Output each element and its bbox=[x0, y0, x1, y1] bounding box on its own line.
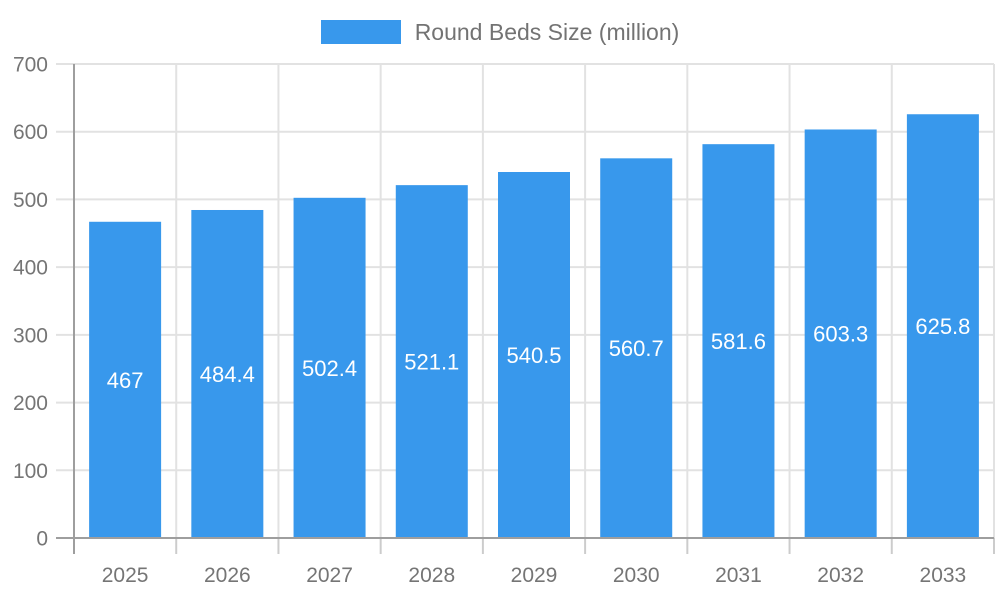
y-tick-label: 700 bbox=[13, 54, 48, 77]
bar bbox=[906, 114, 979, 538]
x-tick-label: 2030 bbox=[613, 564, 660, 587]
bar bbox=[600, 158, 673, 539]
x-tick-label: 2033 bbox=[920, 564, 967, 587]
y-tick-label: 0 bbox=[36, 528, 48, 551]
legend-label: Round Beds Size (million) bbox=[414, 19, 680, 45]
bar bbox=[293, 197, 366, 539]
bar bbox=[804, 129, 877, 538]
legend-swatch bbox=[320, 20, 401, 44]
x-tick-label: 2027 bbox=[306, 564, 353, 587]
y-tick-label: 200 bbox=[13, 392, 48, 415]
bar bbox=[395, 185, 468, 538]
bar-value-label: 484.4 bbox=[200, 362, 255, 387]
y-tick-label: 100 bbox=[13, 460, 48, 483]
bar-value-label: 521.1 bbox=[404, 350, 459, 375]
bar bbox=[191, 209, 264, 538]
y-tick-label: 500 bbox=[13, 189, 48, 212]
bar-value-label: 467 bbox=[107, 368, 144, 393]
x-tick-label: 2031 bbox=[715, 564, 762, 587]
bar bbox=[702, 144, 775, 539]
x-tick-label: 2026 bbox=[204, 564, 251, 587]
chart-legend: Round Beds Size (million) bbox=[0, 20, 1000, 44]
bar-value-label: 581.6 bbox=[711, 329, 766, 354]
x-tick-label: 2032 bbox=[817, 564, 864, 587]
x-tick-label: 2025 bbox=[102, 564, 149, 587]
bar-value-label: 625.8 bbox=[915, 314, 970, 339]
bar bbox=[89, 221, 162, 538]
bar-value-label: 540.5 bbox=[506, 343, 561, 368]
y-tick-label: 600 bbox=[13, 121, 48, 144]
bar bbox=[498, 172, 570, 539]
y-tick-label: 400 bbox=[13, 257, 48, 280]
y-tick-label: 300 bbox=[13, 324, 48, 347]
bar-value-label: 603.3 bbox=[813, 322, 868, 347]
bar-value-label: 502.4 bbox=[302, 356, 357, 381]
x-tick-label: 2029 bbox=[511, 564, 558, 587]
bar-value-label: 560.7 bbox=[609, 336, 664, 361]
x-tick-label: 2028 bbox=[408, 564, 455, 587]
